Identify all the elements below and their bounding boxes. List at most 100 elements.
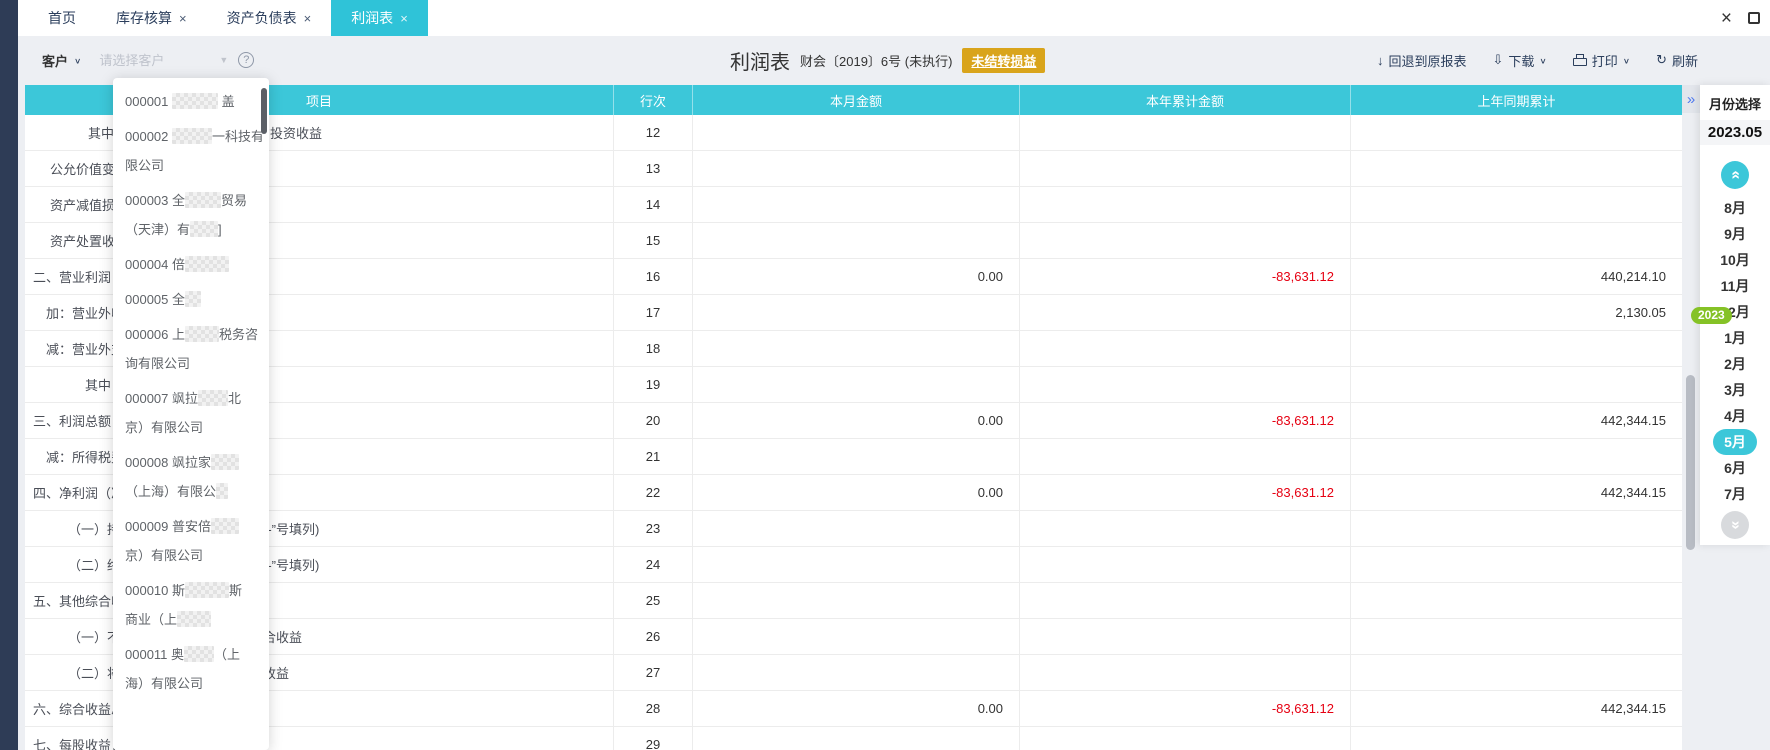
month-item-4月[interactable]: 4月 bbox=[1724, 408, 1746, 424]
cell-current-month: 0.00 bbox=[692, 259, 1019, 294]
tab-首页[interactable]: 首页 bbox=[28, 0, 96, 36]
cell-current-month bbox=[692, 331, 1019, 366]
table-row[interactable]: 四、净利润（净亏损以“-”号填列）220.00-83,631.12442,344… bbox=[25, 475, 1682, 511]
table-row[interactable]: 二、营业利润（亏损以“-”号填列）160.00-83,631.12440,214… bbox=[25, 259, 1682, 295]
month-item-5月[interactable]: 5月 bbox=[1713, 429, 1757, 455]
table-row[interactable]: （一）持续经营净利润（净亏损以“-”号填列)23 bbox=[25, 511, 1682, 547]
dropdown-scrollbar[interactable] bbox=[261, 88, 267, 134]
redacted-text bbox=[177, 611, 212, 627]
table-row[interactable]: （一）不能重分类进损益的其他综合收益26 bbox=[25, 619, 1682, 655]
cell-current-month bbox=[692, 115, 1019, 150]
dropdown-option[interactable]: 000009 普安倍 京）有限公司 bbox=[113, 509, 269, 573]
table-row[interactable]: 资产处置收益（损失以“-”号填列）15 bbox=[25, 223, 1682, 259]
tab-close-icon[interactable]: × bbox=[179, 10, 187, 26]
current-period[interactable]: 2023.05 bbox=[1700, 120, 1770, 145]
table-row[interactable]: 减：营业外支出 18 bbox=[25, 331, 1682, 367]
month-item-7月[interactable]: 7月 bbox=[1724, 486, 1746, 502]
tab-close-icon[interactable]: × bbox=[303, 10, 312, 26]
dropdown-option[interactable]: 000010 斯斯商业（上 bbox=[113, 573, 269, 637]
collapse-panel-icon[interactable]: » bbox=[1682, 85, 1700, 113]
cell-current-month bbox=[692, 295, 1019, 330]
table-row[interactable]: 减：所得税费用 21 bbox=[25, 439, 1682, 475]
tab-close-icon[interactable]: × bbox=[400, 10, 408, 26]
table-row[interactable]: 加：营业外收入 17 2,130.05 bbox=[25, 295, 1682, 331]
select-caret-icon[interactable]: ▼ bbox=[219, 55, 229, 65]
cell-current-month bbox=[692, 439, 1019, 474]
scroll-months-down-button[interactable]: « bbox=[1721, 511, 1749, 539]
action-label: 回退到原报表 bbox=[1388, 53, 1467, 69]
dropdown-option-line: 000005 全 bbox=[125, 285, 257, 314]
help-icon[interactable]: ? bbox=[238, 52, 255, 68]
cell-prior-year bbox=[1350, 583, 1682, 618]
month-item-11月[interactable]: 11月 bbox=[1720, 278, 1750, 294]
download-button[interactable]: ⇩ 下载 ∨ bbox=[1492, 51, 1546, 70]
month-item-10月[interactable]: 10月 bbox=[1720, 252, 1750, 268]
redacted-text bbox=[185, 582, 229, 598]
dropdown-option-line: 000011 奥（上 bbox=[125, 646, 241, 662]
table-row[interactable]: （二）终止经营净利润（净亏损以“-”号填列)24 bbox=[25, 547, 1682, 583]
table-row[interactable]: 资产减值损失（损失以“-”号填列）14 bbox=[25, 187, 1682, 223]
status-badge[interactable]: 未结转损益 bbox=[962, 47, 1046, 73]
print-button[interactable]: 打印 ∨ bbox=[1572, 51, 1630, 70]
refresh-button[interactable]: ↻ 刷新 bbox=[1656, 51, 1698, 70]
dropdown-option[interactable]: 000011 奥（上 海）有限公司 bbox=[113, 637, 269, 701]
cell-current-month bbox=[692, 583, 1019, 618]
month-item-3月[interactable]: 3月 bbox=[1724, 382, 1746, 398]
vertical-scrollbar[interactable] bbox=[1686, 375, 1695, 550]
tab-bar: 首页 库存核算 × 资产负债表 × 利润表 × × bbox=[18, 0, 1770, 36]
month-selector-panel: 月份选择 2023.05 « 8月 9月 10月 11月 12月 1月 2月 3月 4月 5月 6月… bbox=[1691, 85, 1770, 545]
report-subtitle: 财会〔2019〕6号 (未执行) bbox=[800, 53, 953, 69]
tab-利润表[interactable]: 利润表 × bbox=[331, 0, 428, 36]
cell-prior-year bbox=[1350, 223, 1682, 258]
month-panel-title: 月份选择 bbox=[1708, 97, 1761, 112]
cell-prior-year bbox=[1350, 151, 1682, 186]
dropdown-option[interactable]: 000008 飒拉家 （上海）有限公 bbox=[113, 445, 269, 509]
dropdown-option[interactable]: 000001 盖 bbox=[113, 84, 269, 119]
table-row[interactable]: 六、综合收益总额 28 0.00 -83,631.12 442,344.15 bbox=[25, 691, 1682, 727]
dropdown-option-line: 京）有限公司 bbox=[125, 548, 204, 563]
table-row[interactable]: （二）将重分类进损益的其他综合收益27 bbox=[25, 655, 1682, 691]
customer-select-input[interactable] bbox=[99, 52, 218, 68]
cell-current-month: 0.00 bbox=[692, 403, 1019, 438]
revert-report-button[interactable]: ↓ 回退到原报表 bbox=[1377, 51, 1467, 70]
redacted-text bbox=[172, 93, 218, 109]
customer-filter-label: 客户 bbox=[42, 53, 69, 69]
cell-current-month: 0.00 bbox=[692, 475, 1019, 510]
dropdown-option[interactable]: 000004 倍 bbox=[113, 247, 269, 282]
table-row[interactable]: 其中：对联营企业和合营企业的投资收益12 bbox=[25, 115, 1682, 151]
dropdown-option[interactable]: 000002 一科技有 限公司 bbox=[113, 119, 269, 183]
column-header: 本年累计金额 bbox=[1019, 85, 1350, 115]
table-row[interactable]: 其中：非流动资产处置损失19 bbox=[25, 367, 1682, 403]
dropdown-option-line: （上海）有限公 bbox=[125, 477, 257, 506]
table-row[interactable]: 三、利润总额（亏损总额以“-”号填列）200.00-83,631.12442,3… bbox=[25, 403, 1682, 439]
table-row[interactable]: 五、其他综合收益的税后净额25 bbox=[25, 583, 1682, 619]
scroll-months-up-button[interactable]: « bbox=[1721, 161, 1749, 189]
month-item-6月[interactable]: 6月 bbox=[1724, 460, 1746, 476]
cell-prior-year bbox=[1350, 331, 1682, 366]
chevron-down-icon[interactable]: ∨ bbox=[74, 56, 82, 66]
tab-资产负债表[interactable]: 资产负债表 × bbox=[207, 0, 332, 36]
month-item-2月[interactable]: 2月 bbox=[1724, 356, 1746, 372]
close-icon[interactable]: × bbox=[1720, 7, 1732, 29]
dropdown-option[interactable]: 000007 飒拉北京）有限公司 bbox=[113, 381, 269, 445]
cell-year-to-date: -83,631.12 bbox=[1019, 475, 1350, 510]
month-item-8月[interactable]: 8月 bbox=[1724, 200, 1746, 216]
action-label: 打印 bbox=[1591, 53, 1618, 69]
dropdown-option[interactable]: 000006 上税务咨 询有限公司 bbox=[113, 317, 269, 381]
cell-current-month bbox=[692, 367, 1019, 402]
cell-line-no: 24 bbox=[613, 547, 692, 582]
month-item-9月[interactable]: 9月 bbox=[1724, 226, 1746, 242]
cell-current-month bbox=[692, 223, 1019, 258]
dropdown-option[interactable]: 000003 全贸易 （天津）有] bbox=[113, 183, 269, 247]
table-row[interactable]: 七、每股收益： 29 bbox=[25, 727, 1682, 750]
cell-line-no: 28 bbox=[613, 691, 692, 726]
dropdown-option-line: 000004 倍 bbox=[125, 250, 257, 279]
tab-库存核算[interactable]: 库存核算 × bbox=[96, 0, 207, 36]
month-item-1月[interactable]: 1月 bbox=[1724, 330, 1746, 346]
table-row[interactable]: 公允价值变动收益（损失以“-”号填列）13 bbox=[25, 151, 1682, 187]
fullscreen-icon[interactable] bbox=[1748, 12, 1760, 24]
redacted-text bbox=[198, 390, 228, 406]
month-list: 8月 9月 10月 11月 12月 1月 2月 3月 4月 5月 6月 7月 bbox=[1700, 195, 1770, 507]
dropdown-option[interactable]: 000005 全 bbox=[113, 282, 269, 317]
table-scroll-strip: » bbox=[1682, 85, 1700, 750]
